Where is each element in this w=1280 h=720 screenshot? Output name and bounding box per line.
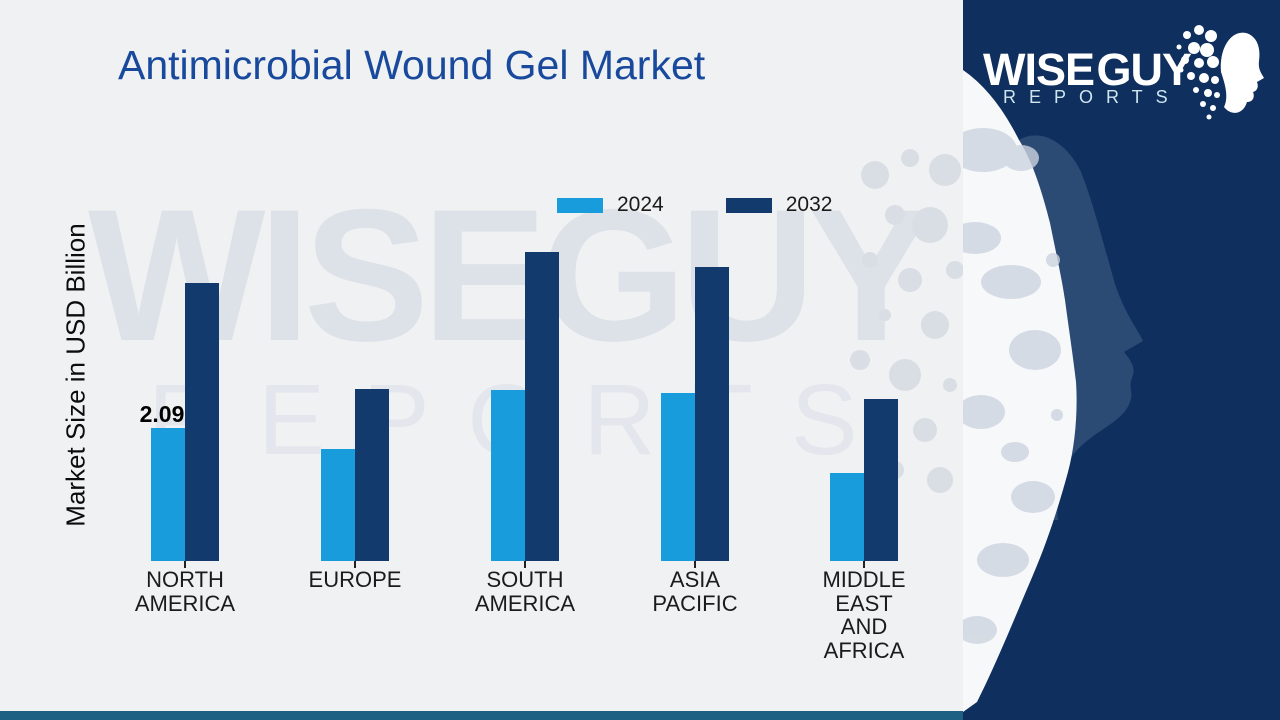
watermark-brand-text: WISEGUY [88,170,934,380]
category-label-line: EAST [835,590,893,616]
category-label-line: PACIFIC [652,590,738,616]
x-axis-tick [863,561,865,568]
x-axis-tick [184,561,186,568]
category-label-south-america: SOUTH AMERICA [440,568,610,615]
category-label-asia-pacific: ASIA PACIFIC [610,568,780,615]
bar-2024-middle-east-and-africa [830,473,864,561]
logo-sub-text: REPORTS [1003,87,1181,107]
bar-2024-north-america [151,428,185,561]
legend-label-2024: 2024 [617,193,664,216]
moon-texture-blobs [963,128,1063,644]
brand-panel-artwork [963,25,1264,712]
category-label-line: AFRICA [823,637,905,663]
logo-name-text: WISE GUY [983,44,1192,95]
y-axis-label: Market Size in USD Billion [60,223,91,527]
legend-swatch-2032 [725,197,772,213]
bar-2032-europe [355,389,389,561]
bar-value-label: 2.09 [139,401,185,427]
category-label-line: AMERICA [474,590,576,616]
legend-item-2024: 2024 [557,193,664,217]
category-label-line: NORTH [146,567,224,592]
category-label-line: AND [840,614,888,639]
category-label-north-america: NORTH AMERICA [100,568,270,615]
x-axis-tick [694,561,696,568]
bar-2024-south-america [491,390,525,561]
bar-2024-asia-pacific [661,393,695,561]
category-label-line: AMERICA [134,590,236,616]
category-label-line: ASIA [669,567,721,592]
bar-2032-asia-pacific [695,267,729,561]
category-label-europe: EUROPE [270,568,440,592]
logo-face-mark [1176,25,1264,120]
bar-2024-europe [321,449,355,561]
chart-legend: 2024 2032 [557,193,832,217]
chart-title: Antimicrobial Wound Gel Market [118,42,706,88]
x-axis-tick [354,561,356,568]
category-label-line: SOUTH [486,567,564,592]
category-label-line: MIDDLE [822,567,906,592]
category-label-line: EUROPE [308,567,402,592]
legend-swatch-2024 [557,197,603,213]
bar-2032-middle-east-and-africa [864,399,898,561]
brand-panel: WISE GUY REPORTS [963,0,1280,720]
bottom-accent-strip [0,711,963,720]
category-label-middle-east-and-africa: MIDDLE EAST AND AFRICA [779,568,949,662]
x-axis-tick [524,561,526,568]
legend-item-2032: 2032 [725,193,833,217]
legend-label-2032: 2032 [785,193,833,216]
bar-2032-south-america [525,252,559,561]
bar-2032-north-america [185,283,219,561]
